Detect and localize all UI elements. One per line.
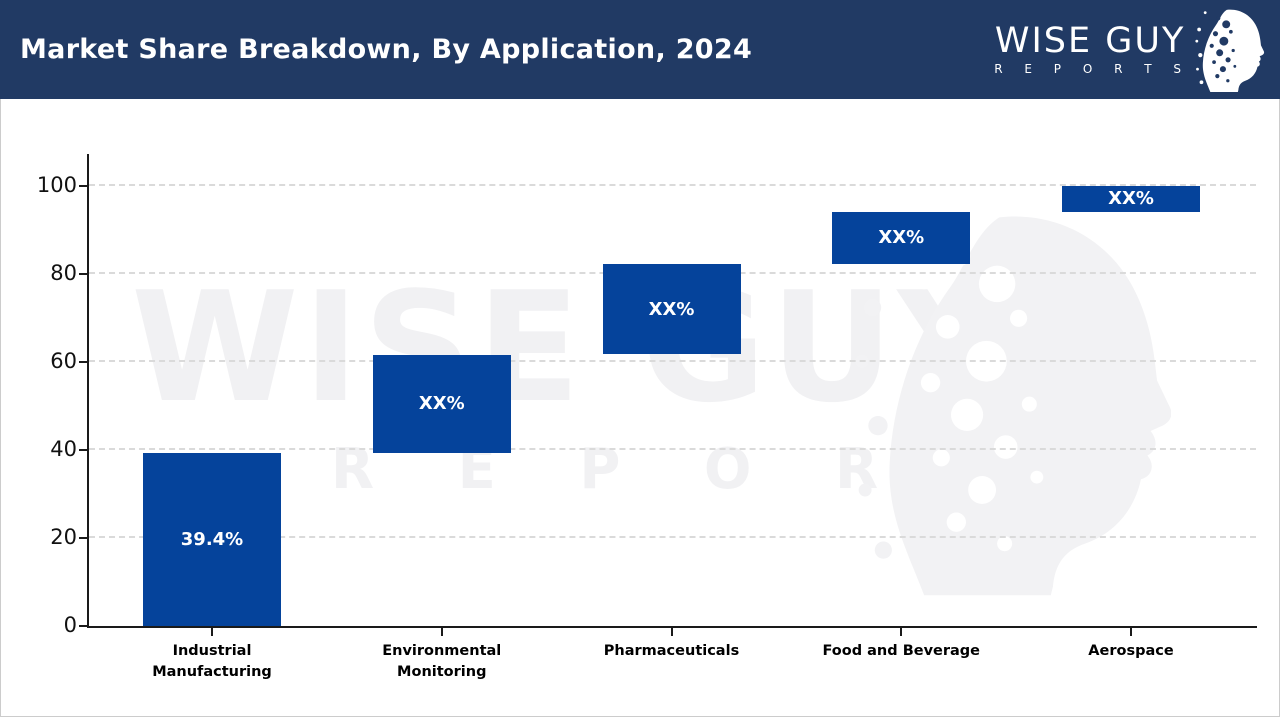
gridline-20: [89, 535, 1256, 538]
bar-value-label: XX%: [1108, 188, 1154, 210]
category-label-line: Food and Beverage: [822, 643, 981, 659]
y-tick-mark-60: [79, 360, 88, 363]
gridline-60: [89, 359, 1256, 362]
watermark-text: WISE GUY: [131, 259, 1012, 436]
y-tick-label-40: 40: [50, 436, 77, 461]
page-title: Market Share Breakdown, By Application, …: [20, 34, 753, 65]
bar-segment: XX%: [372, 355, 511, 453]
y-tick-mark-20: [79, 536, 88, 539]
bottom-border-line: [1, 716, 1280, 717]
brand-head-icon: [1195, 9, 1265, 92]
category-label-line: Monitoring: [397, 664, 487, 680]
x-tick-mark-1: [440, 628, 443, 636]
y-tick-mark-80: [79, 272, 88, 275]
y-tick-label-0: 0: [63, 613, 77, 637]
y-tick-mark-40: [79, 448, 88, 451]
brand-name: WISE GUY: [994, 20, 1186, 61]
category-label-line: Environmental: [382, 643, 502, 659]
gridline-40: [89, 447, 1256, 450]
header-bar: Market Share Breakdown, By Application, …: [0, 0, 1280, 99]
y-tick-mark-0: [79, 625, 88, 627]
x-tick-mark-0: [211, 628, 213, 636]
brand-logo: WISE GUY R E P O R T S: [990, 8, 1266, 92]
bar-segment: 39.4%: [143, 452, 281, 626]
bar-value-label: XX%: [418, 393, 465, 415]
bar-segment: XX%: [602, 263, 741, 355]
x-tick-mark-2: [670, 628, 673, 636]
category-label: Industrial Manufacturing: [92, 641, 332, 683]
bar-value-label: XX%: [878, 227, 925, 249]
y-axis-line: [87, 154, 89, 627]
y-tick-label-60: 60: [50, 348, 77, 373]
y-tick-mark-100: [79, 184, 88, 187]
category-label-line: Pharmaceuticals: [603, 643, 740, 659]
brand-logo-text: WISE GUY R E P O R T S: [990, 20, 1190, 77]
bar-value-label: XX%: [648, 298, 695, 320]
y-tick-label-20: 20: [50, 524, 77, 549]
category-label-line: Industrial: [172, 643, 252, 659]
watermark-head-icon: [855, 216, 1171, 596]
chart-canvas: WISE GUY R E P O R T S 39.4% XX% XX% XX% XX%…: [0, 99, 1280, 717]
category-label-line: Aerospace: [1088, 643, 1174, 659]
bar-segment: XX%: [832, 211, 971, 264]
category-label-line: Manufacturing: [152, 664, 272, 680]
category-label: Aerospace: [1011, 641, 1251, 662]
bar-segment: XX%: [1062, 185, 1200, 212]
category-label: Environmental Monitoring: [322, 641, 562, 683]
category-label: Pharmaceuticals: [552, 641, 792, 662]
x-tick-mark-3: [900, 628, 903, 636]
category-label: Food and Beverage: [781, 641, 1021, 662]
plot-area: 39.4% XX% XX% XX% XX%: [89, 170, 1256, 626]
gridline-100: [89, 183, 1256, 186]
brand-subname: R E P O R T S: [994, 62, 1190, 77]
x-axis-line: [87, 626, 1257, 628]
bar-value-label: 39.4%: [180, 528, 244, 550]
y-tick-label-100: 100: [36, 172, 77, 197]
y-tick-label-80: 80: [50, 260, 77, 285]
x-tick-mark-4: [1130, 628, 1132, 636]
